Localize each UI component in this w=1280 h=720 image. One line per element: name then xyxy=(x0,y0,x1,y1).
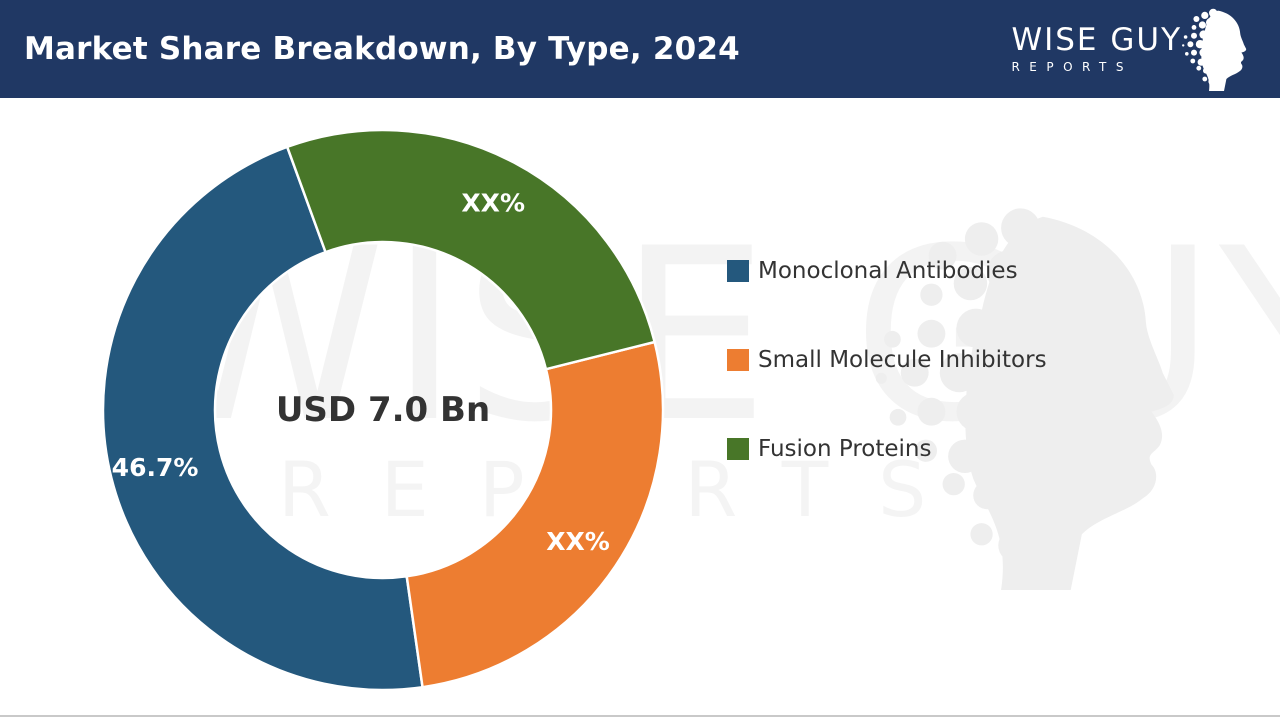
header: Market Share Breakdown, By Type, 2024 WI… xyxy=(0,0,1280,98)
logo-subtitle: REPORTS xyxy=(1011,60,1133,74)
donut-slice-3 xyxy=(285,128,656,371)
logo-head-icon xyxy=(1182,8,1247,91)
logo-text: WISE GUY REPORTS xyxy=(1011,22,1182,74)
legend-swatch-2 xyxy=(727,349,749,371)
slice-value-label-2: XX% xyxy=(546,527,610,556)
legend: Monoclonal Antibodies Small Molecule Inhi… xyxy=(727,258,1047,462)
slice-value-label-3: XX% xyxy=(461,188,525,217)
donut-slice-2 xyxy=(405,340,665,689)
bottom-divider xyxy=(0,715,1280,717)
wise-guy-logo: WISE GUY REPORTS xyxy=(1011,7,1256,91)
page-title: Market Share Breakdown, By Type, 2024 xyxy=(24,31,740,67)
slice-value-label-1: 46.7% xyxy=(112,453,199,482)
legend-swatch-1 xyxy=(727,260,749,282)
donut-center-label: USD 7.0 Bn xyxy=(275,390,491,430)
legend-swatch-3 xyxy=(727,438,749,460)
logo-wordmark: WISE GUY xyxy=(1011,22,1182,58)
legend-label-1: Monoclonal Antibodies xyxy=(758,258,1018,284)
legend-item-3: Fusion Proteins xyxy=(727,436,1047,462)
legend-item-1: Monoclonal Antibodies xyxy=(727,258,1047,284)
legend-label-3: Fusion Proteins xyxy=(758,436,932,462)
donut-slice-1 xyxy=(101,145,424,692)
legend-item-2: Small Molecule Inhibitors xyxy=(727,347,1047,373)
donut-chart: 46.7% XX% XX% xyxy=(101,128,665,692)
legend-label-2: Small Molecule Inhibitors xyxy=(758,347,1047,373)
